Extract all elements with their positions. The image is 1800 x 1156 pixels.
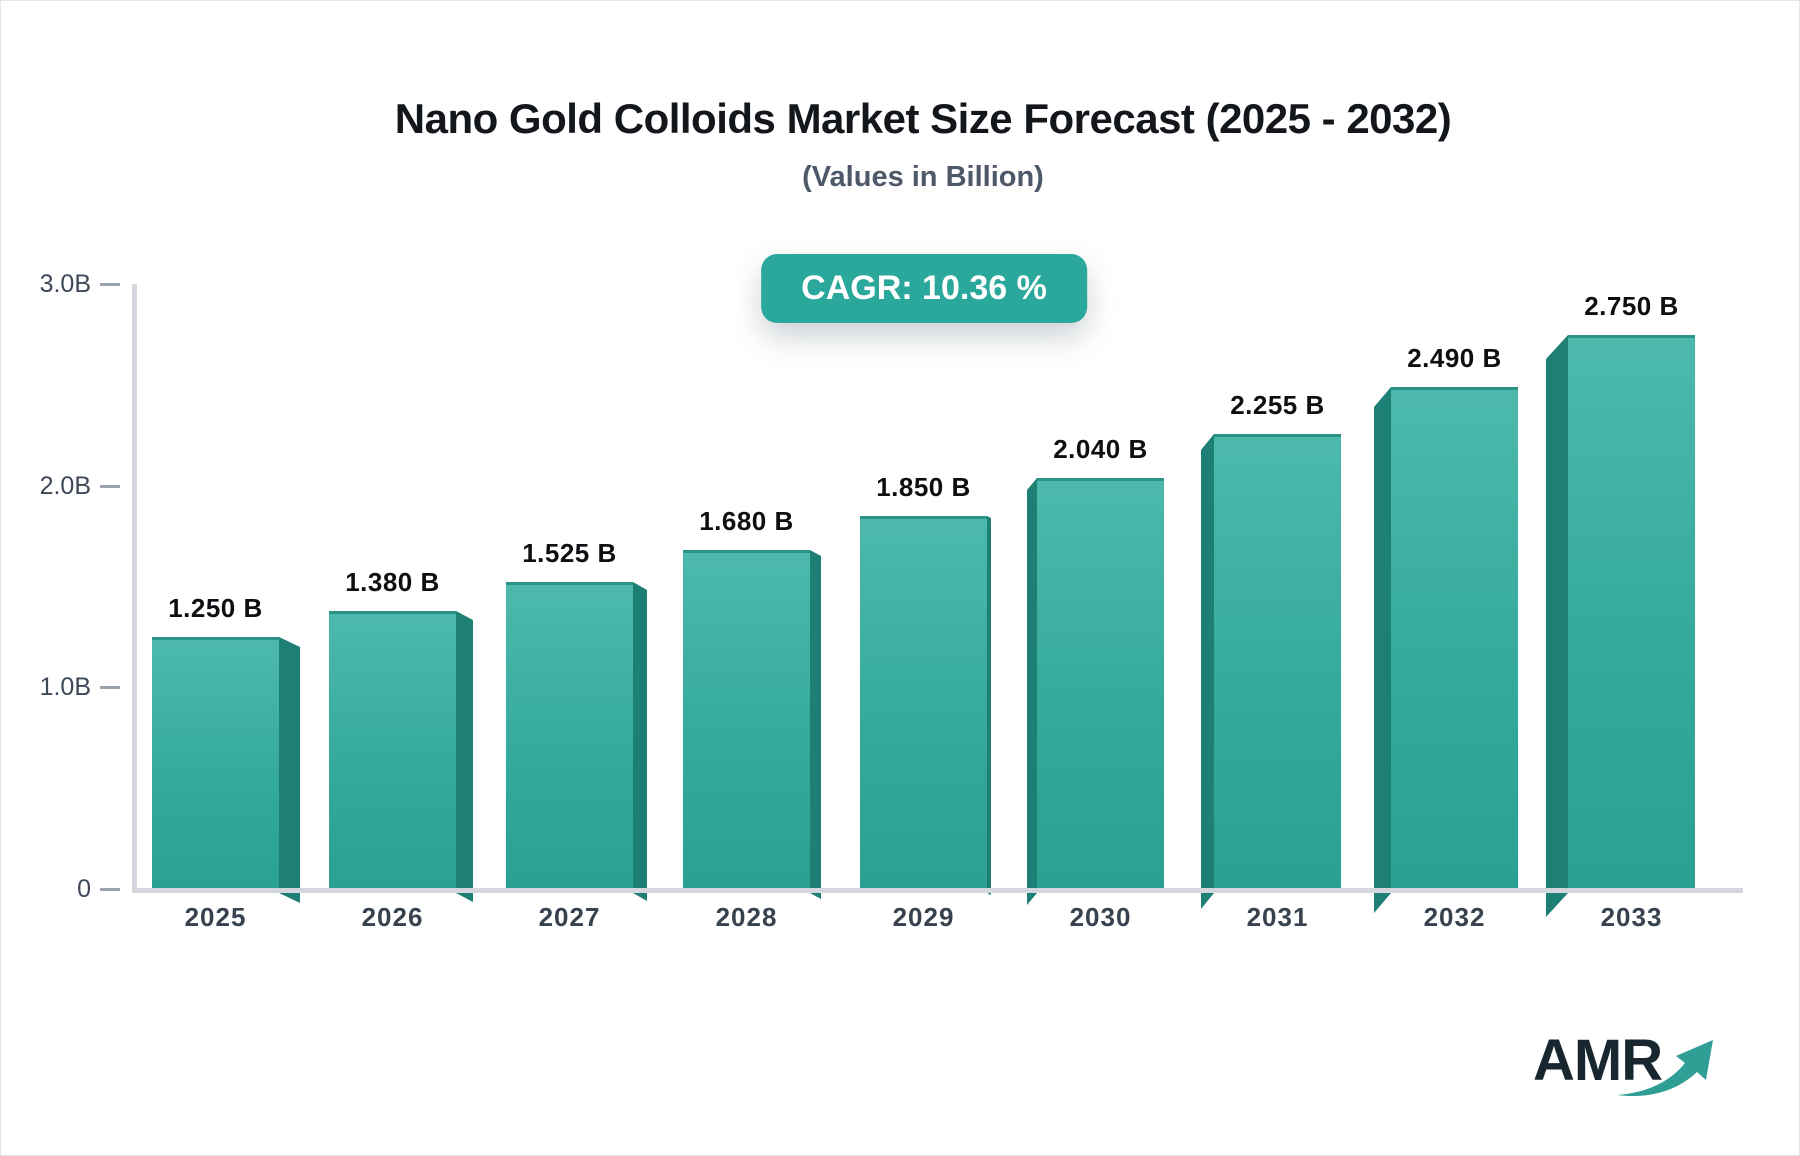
y-axis-tick-mark: [100, 686, 120, 690]
bar-value-label: 1.380 B: [345, 567, 440, 597]
bar-3d-side: [1374, 387, 1391, 913]
x-axis-category-label: 2025: [184, 902, 247, 932]
bar-3d-side: [279, 637, 300, 903]
y-axis-tick-label: 2.0B: [39, 471, 91, 500]
cagr-badge: CAGR: 10.36 %: [761, 254, 1087, 323]
x-axis-category-label: 2029: [892, 902, 955, 932]
bar-2025: [152, 637, 279, 893]
bar-3d-side: [987, 516, 991, 895]
amr-logo-text: AMR: [1533, 1028, 1663, 1093]
bar-value-label: 2.490 B: [1407, 343, 1502, 373]
x-axis-category-label: 2028: [715, 902, 778, 932]
bar-value-label: 1.250 B: [168, 593, 263, 623]
bar-3d-side: [456, 611, 473, 902]
amr-logo: AMR: [1533, 1031, 1733, 1111]
bar-2027: [506, 582, 633, 893]
bar-2033: [1568, 335, 1695, 893]
bar-2029: [860, 516, 987, 893]
bar-3d-side: [1546, 335, 1568, 917]
bar-value-label: 2.040 B: [1053, 434, 1148, 464]
y-axis-tick-mark: [100, 484, 120, 488]
bar-value-label: 2.750 B: [1584, 291, 1679, 321]
bar-3d-side: [1201, 434, 1214, 909]
chart-subtitle: (Values in Billion): [802, 161, 1044, 193]
bar-2032: [1391, 387, 1518, 893]
bar-value-label: 2.255 B: [1230, 390, 1325, 420]
y-axis-tick-mark: [100, 283, 120, 287]
y-axis-tick-mark: [100, 888, 120, 891]
bar-2028: [683, 550, 810, 893]
y-axis-tick-label: 0: [77, 875, 91, 903]
bar-value-label: 1.680 B: [699, 506, 794, 536]
x-axis-category-label: 2033: [1600, 902, 1663, 932]
x-axis-category-label: 2026: [361, 902, 424, 932]
x-axis-line: [132, 888, 1743, 893]
trend-arrow-icon: [1617, 1040, 1713, 1097]
bar-2031: [1214, 434, 1341, 893]
x-axis-category-label: 2030: [1069, 902, 1132, 932]
bar-3d-side: [810, 550, 821, 899]
bar-2026: [329, 611, 456, 893]
x-axis-category-label: 2031: [1246, 902, 1309, 932]
x-axis-category-label: 2027: [538, 902, 601, 932]
y-axis-tick-label: 1.0B: [39, 673, 91, 702]
y-axis-line: [132, 284, 137, 893]
x-axis-category-label: 2032: [1423, 902, 1486, 932]
chart-title: Nano Gold Colloids Market Size Forecast …: [394, 95, 1452, 142]
y-axis-tick-label: 3.0B: [39, 270, 91, 299]
bar-3d-side: [1027, 478, 1037, 905]
bar-3d-side: [633, 582, 647, 901]
bar-value-label: 1.525 B: [522, 538, 617, 568]
bar-value-label: 1.850 B: [876, 472, 971, 502]
bar-2030: [1037, 478, 1164, 893]
